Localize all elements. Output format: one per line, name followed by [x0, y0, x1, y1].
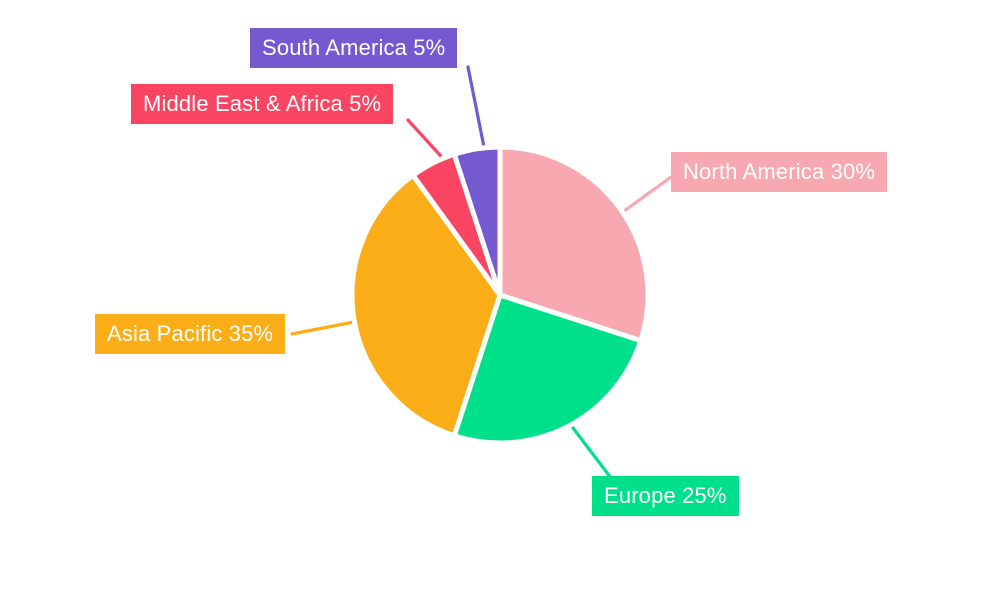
pie-slice-europe[interactable] [451, 292, 644, 446]
leader-line-asia-pacific [290, 320, 356, 336]
pie-wedges [349, 144, 651, 446]
pie-slice-north-america[interactable] [497, 144, 651, 344]
callout-label-asia-pacific: Asia Pacific 35% [107, 321, 274, 346]
callout-asia-pacific[interactable]: Asia Pacific 35% [95, 314, 286, 354]
pie-slice-south-america[interactable] [451, 144, 503, 298]
leader-line-south-america [466, 65, 487, 154]
callout-north-america[interactable]: North America 30% [671, 152, 888, 192]
pie-slice-asia-pacific[interactable] [349, 172, 503, 439]
leader-line-europe [568, 422, 613, 480]
callout-europe[interactable]: Europe 25% [592, 476, 739, 516]
callout-label-middle-east-africa: Middle East & Africa 5% [143, 91, 382, 116]
callout-label-south-america: South America 5% [262, 35, 446, 60]
callout-label-europe: Europe 25% [604, 483, 727, 508]
callout-middle-east-africa[interactable]: Middle East & Africa 5% [131, 84, 394, 124]
callout-south-america[interactable]: South America 5% [250, 28, 458, 68]
leader-line-north-america [618, 170, 680, 216]
callout-label-north-america: North America 30% [683, 159, 876, 184]
